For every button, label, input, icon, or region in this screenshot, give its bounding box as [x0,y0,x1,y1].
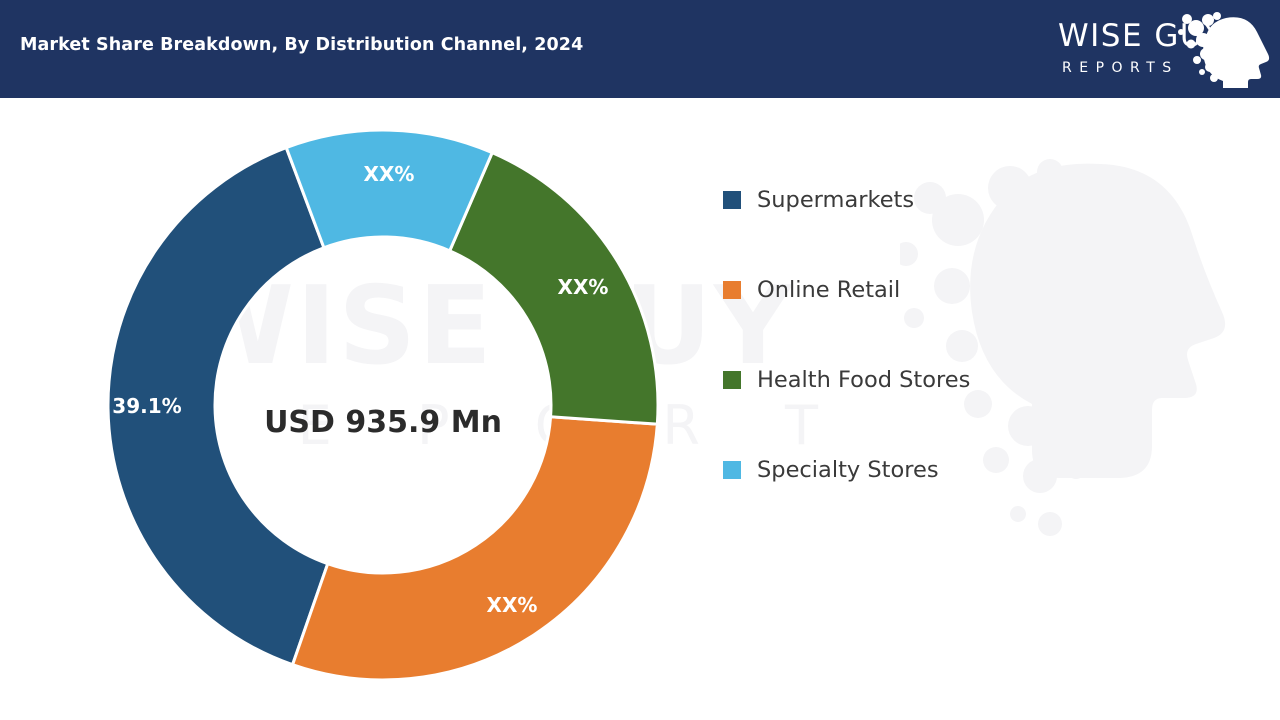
slice-percent-label: XX% [557,275,609,299]
legend-label-supermarkets: Supermarkets [757,187,915,213]
legend-swatch-health-food-stores [723,371,741,389]
logo-wordmark-line2: REPORTS [1062,60,1179,76]
slice-percent-label: XX% [486,593,538,617]
legend-label-online-retail: Online Retail [757,277,901,303]
chart-canvas: WISE GUY R E P O R T S USD 935.9 Mn 39.1… [0,98,1280,720]
slice-percent-label: XX% [363,162,415,186]
watermark-line1: WISE GUY [175,264,795,389]
legend-swatch-specialty-stores [723,461,741,479]
header-bar: Market Share Breakdown, By Distribution … [0,0,1280,98]
donut-slice[interactable] [284,128,495,253]
watermark-head-icon [900,159,1226,536]
legend-item-specialty-stores[interactable]: Specialty Stores [723,425,970,515]
wise-guy-reports-logo: WISE GUY REPORTS [1058,12,1270,88]
legend-item-supermarkets[interactable]: Supermarkets [723,155,970,245]
chart-legend: Supermarkets Online Retail Health Food S… [723,155,970,515]
donut-center-value: USD 935.9 Mn [264,405,502,440]
donut-slice[interactable] [106,145,330,667]
legend-label-health-food-stores: Health Food Stores [757,367,971,393]
legend-swatch-online-retail [723,281,741,299]
legend-label-specialty-stores: Specialty Stores [757,457,939,483]
donut-slice[interactable] [290,415,659,682]
legend-item-health-food-stores[interactable]: Health Food Stores [723,335,970,425]
donut-chart [106,128,660,682]
logo-head-icon [1178,12,1270,88]
donut-slice[interactable] [447,150,660,426]
legend-item-online-retail[interactable]: Online Retail [723,245,970,335]
slice-percent-label: 39.1% [112,394,182,418]
legend-swatch-supermarkets [723,191,741,209]
page-title: Market Share Breakdown, By Distribution … [20,35,584,55]
